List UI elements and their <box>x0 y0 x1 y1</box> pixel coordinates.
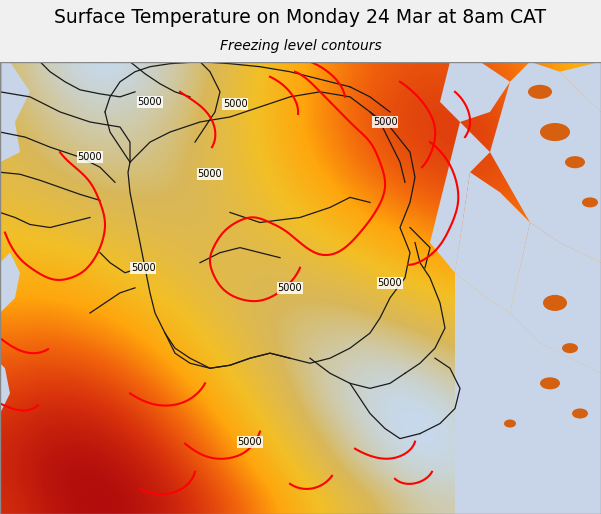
Text: 5000: 5000 <box>223 99 248 109</box>
Ellipse shape <box>562 343 578 353</box>
Text: 5000: 5000 <box>198 169 222 179</box>
Text: 5000: 5000 <box>130 263 155 273</box>
Ellipse shape <box>540 377 560 390</box>
Polygon shape <box>0 62 30 162</box>
Text: 5000: 5000 <box>138 97 162 107</box>
Text: 5000: 5000 <box>78 152 102 162</box>
Ellipse shape <box>528 85 552 99</box>
Ellipse shape <box>543 295 567 311</box>
Polygon shape <box>455 273 601 514</box>
Polygon shape <box>490 62 601 263</box>
Polygon shape <box>430 122 490 273</box>
Polygon shape <box>560 62 601 112</box>
Ellipse shape <box>582 197 598 208</box>
Polygon shape <box>510 223 601 373</box>
Text: Surface Temperature on Monday 24 Mar at 8am CAT: Surface Temperature on Monday 24 Mar at … <box>55 8 546 27</box>
Polygon shape <box>455 172 530 313</box>
Text: 5000: 5000 <box>237 436 262 447</box>
Text: 5000: 5000 <box>278 283 302 293</box>
Text: 5000: 5000 <box>377 278 402 288</box>
Ellipse shape <box>572 409 588 418</box>
Polygon shape <box>0 253 20 313</box>
Ellipse shape <box>565 156 585 168</box>
Polygon shape <box>0 363 10 413</box>
Ellipse shape <box>540 123 570 141</box>
Text: Freezing level contours: Freezing level contours <box>219 39 382 53</box>
Polygon shape <box>440 62 510 122</box>
Ellipse shape <box>504 419 516 428</box>
Text: 5000: 5000 <box>373 117 397 127</box>
